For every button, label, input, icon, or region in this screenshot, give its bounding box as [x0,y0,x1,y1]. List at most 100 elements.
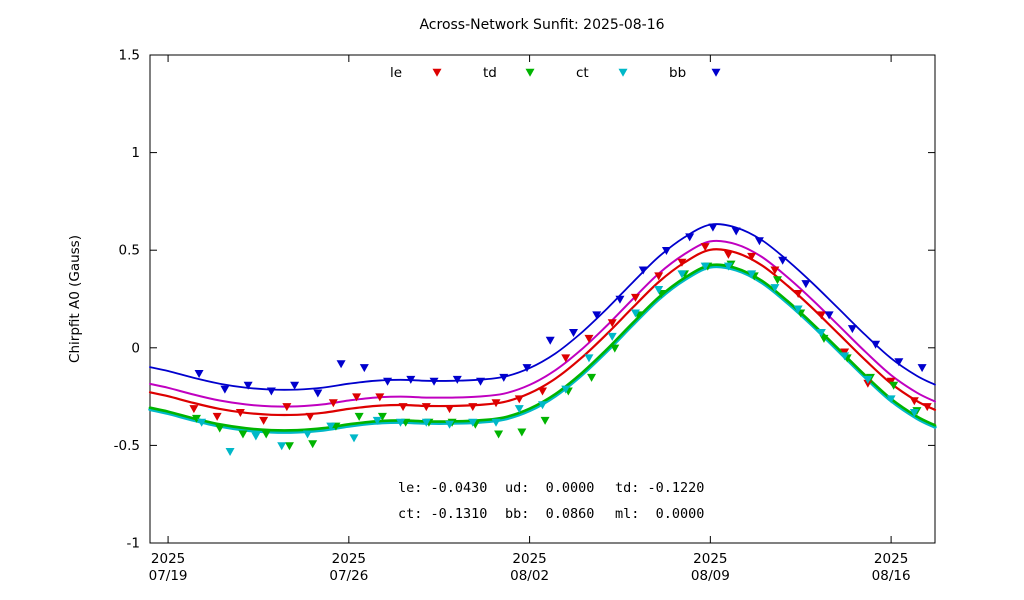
x-tick-label-year: 2025 [693,551,727,567]
scatter-point-ct [607,332,617,341]
y-axis-label: Chirpfit A0 (Gauss) [67,235,83,363]
x-tick-label-date: 08/16 [872,568,911,584]
scatter-point-bb [545,336,555,345]
scatter-point-le [561,354,571,363]
scatter-point-le [747,252,757,261]
scatter-point-td [587,373,597,382]
scatter-point-td [354,412,364,421]
y-tick-label: 0 [131,340,140,356]
scatter-point-ct [793,305,803,314]
scatter-point-ct [277,442,287,451]
plot-border [149,54,936,544]
scatter-point-le [445,405,455,414]
scatter-point-td [261,430,271,439]
scatter-point-ct [197,418,207,427]
scatter-point-le [654,272,664,281]
scatter-point-le [607,319,617,328]
scatter-point-bb [824,311,834,320]
scatter-point-le [723,250,733,259]
x-tick-label-year: 2025 [512,551,546,567]
y-tick-label: 0.5 [119,243,140,259]
scatter-point-le [922,403,932,412]
scatter-point-ct [816,328,826,337]
annotation-cell: td: -0.1220 [615,480,704,496]
scatter-point-le [793,289,803,298]
y-tick-label: 1 [131,145,140,161]
scatter-point-bb [847,325,857,334]
scatter-point-bb [731,227,741,236]
annotation-cell: ct: -0.1310 [398,506,487,522]
scatter-point-le [352,393,362,402]
scatter-point-ct [747,270,757,279]
scatter-point-bb [685,233,695,242]
scatter-point-ct [677,270,687,279]
scatter-point-le [328,399,338,408]
scatter-point-ct [723,262,733,271]
scatter-point-ct [326,422,336,431]
legend-label-ct: ct [576,65,589,81]
chart-title: Across-Network Sunfit: 2025-08-16 [419,17,664,33]
scatter-point-bb [661,247,671,255]
annotation-cell: ml: 0.0000 [615,506,704,522]
scatter-point-bb [894,358,904,367]
scatter-point-ct [395,418,405,427]
scatter-point-bb [615,295,625,304]
legend-marker-le [432,68,442,77]
scatter-point-le [398,403,408,412]
scatter-point-bb [406,375,416,384]
scatter-point-bb [638,266,648,275]
scatter-point-ct [421,418,431,427]
scatter-point-td [284,442,294,451]
scatter-point-le [259,416,269,425]
legend-marker-td [525,68,535,77]
scatter-point-le [816,311,826,320]
scatter-point-bb [359,364,369,373]
y-tick-label: 1.5 [119,48,140,64]
scatter-point-bb [336,360,346,369]
scatter-point-td [540,416,550,425]
scatter-point-le [375,393,385,402]
annotation-cell: ud: 0.0000 [505,480,594,496]
scatter-point-ct [514,405,524,414]
scatter-point-le [700,243,710,252]
scatter-point-bb [452,375,462,384]
legend-marker-ct [618,68,628,77]
scatter-point-td [377,412,387,421]
scatter-point-ct [770,284,780,293]
curve-ud-ml [149,239,936,408]
scatter-point-bb [708,223,718,232]
annotation-cell: le: -0.0430 [398,480,487,496]
scatter-point-ct [886,395,896,404]
scatter-point-bb [383,377,393,386]
scatter-point-ct [303,430,313,439]
x-tick-label-year: 2025 [151,551,185,567]
scatter-point-td [494,430,504,439]
scatter-point-ct [654,286,664,295]
scatter-point-le [282,403,292,412]
scatter-point-le [189,405,199,414]
scatter-point-bb [313,389,323,398]
scatter-point-bb [266,387,276,396]
scatter-point-td [215,424,225,433]
x-tick-label-year: 2025 [874,551,908,567]
scatter-point-le [212,412,222,421]
scatter-point-le [491,399,501,408]
scatter-point-ct [863,375,873,384]
y-tick-label: -1 [127,536,140,552]
scatter-point-td [191,414,201,423]
legend-label-bb: bb [669,65,686,81]
scatter-point-le [909,397,919,406]
scatter-point-bb [568,328,578,337]
scatter-point-ct [630,309,640,318]
scatter-point-ct [840,352,850,361]
scatter-point-bb [429,377,439,386]
annotation-cell: bb: 0.0860 [505,506,594,522]
scatter-point-ct [909,409,919,418]
scatter-point-td [772,276,782,285]
x-tick-label-date: 07/26 [329,568,368,584]
scatter-point-ct [561,385,571,394]
scatter-point-le [305,412,315,421]
scatter-point-le [677,258,687,267]
